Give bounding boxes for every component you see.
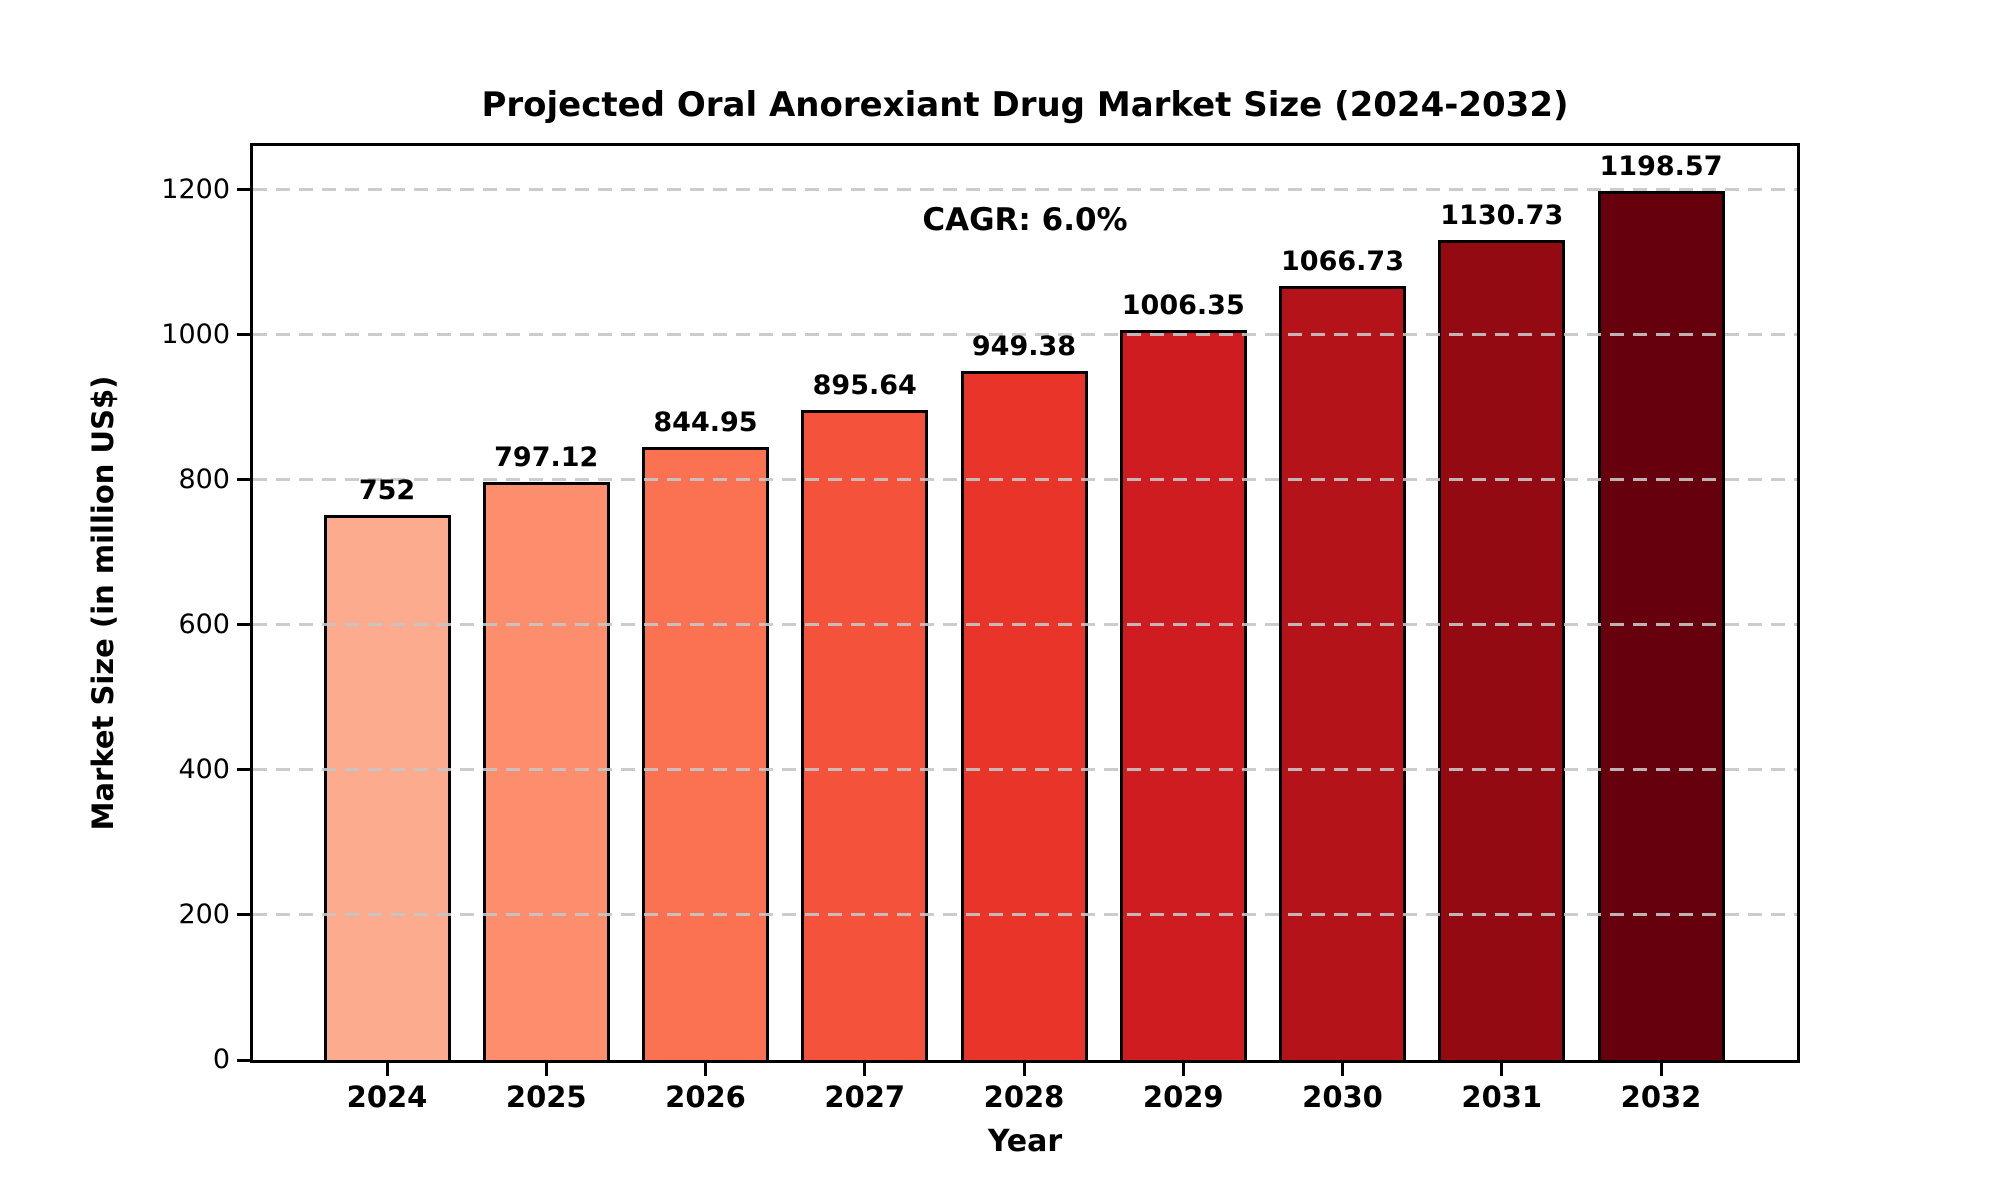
y-tick-mark-800 [237, 478, 250, 482]
gridline-200 [253, 913, 1797, 917]
bar-value-label-2031: 1130.73 [1440, 199, 1564, 231]
bar-value-label-2032: 1198.57 [1599, 150, 1723, 182]
gridline-1000 [253, 333, 1797, 337]
plot-area: 752 797.12 844.95 895.64 949.38 1006.35 1066.7… [250, 143, 1800, 1063]
y-axis-label: Market Size (in million US$) [86, 375, 120, 831]
x-tick-mark-2026 [704, 1063, 707, 1076]
bar-2030 [1279, 286, 1406, 1060]
bar-value-label-2025: 797.12 [494, 441, 599, 473]
x-tick-mark-2027 [863, 1063, 867, 1076]
x-tick-label-2031: 2031 [1461, 1080, 1543, 1114]
bar-value-label-2030: 1066.73 [1281, 246, 1404, 278]
y-tick-mark-200 [237, 913, 250, 917]
bar-value-label-2027: 895.64 [812, 370, 917, 402]
bar-2027 [801, 410, 929, 1060]
gridline-400 [253, 768, 1797, 772]
y-tick-label-800: 800 [178, 463, 230, 495]
y-tick-label-400: 400 [178, 753, 230, 785]
x-tick-mark-2032 [1659, 1063, 1663, 1076]
gridline-800 [253, 478, 1797, 482]
y-tick-mark-0 [237, 1058, 250, 1062]
y-tick-label-0: 0 [212, 1044, 230, 1075]
x-tick-mark-2031 [1500, 1063, 1504, 1076]
y-tick-label-1000: 1000 [161, 318, 230, 350]
x-tick-label-2024: 2024 [346, 1080, 428, 1114]
x-tick-label-2028: 2028 [983, 1080, 1065, 1114]
x-tick-label-2032: 2032 [1620, 1080, 1702, 1114]
x-tick-mark-2030 [1341, 1063, 1344, 1076]
y-tick-label-1200: 1200 [161, 173, 230, 205]
y-tick-label-600: 600 [178, 608, 230, 640]
gridline-600 [253, 623, 1797, 627]
x-tick-mark-2029 [1181, 1063, 1185, 1076]
x-tick-mark-2024 [385, 1063, 389, 1076]
bar-value-label-2028: 949.38 [971, 331, 1077, 363]
bar-2026 [642, 447, 769, 1060]
chart-title: Projected Oral Anorexiant Drug Market Si… [481, 85, 1569, 125]
bar-value-label-2024: 752 [358, 474, 416, 506]
y-tick-mark-1200 [237, 188, 250, 192]
cagr-annotation: CAGR: 6.0% [922, 202, 1128, 238]
x-tick-mark-2025 [544, 1063, 548, 1076]
gridline-1200 [253, 188, 1797, 192]
y-tick-mark-1000 [237, 333, 250, 337]
bar-value-label-2029: 1006.35 [1121, 290, 1245, 321]
bar-2031 [1438, 239, 1566, 1060]
bar-2024 [323, 514, 451, 1060]
y-tick-mark-600 [237, 623, 250, 627]
y-tick-label-200: 200 [178, 898, 230, 930]
bar-2029 [1119, 330, 1247, 1060]
x-tick-label-2025: 2025 [505, 1080, 587, 1114]
x-tick-label-2026: 2026 [665, 1080, 746, 1114]
x-tick-mark-2028 [1022, 1063, 1026, 1076]
bar-value-label-2026: 844.95 [653, 407, 758, 439]
x-tick-label-2027: 2027 [824, 1080, 906, 1114]
y-tick-mark-400 [237, 768, 250, 772]
bar-2028 [960, 371, 1088, 1060]
x-tick-label-2030: 2030 [1302, 1080, 1383, 1114]
x-tick-label-2029: 2029 [1142, 1080, 1224, 1114]
x-axis-label: Year [987, 1124, 1063, 1159]
